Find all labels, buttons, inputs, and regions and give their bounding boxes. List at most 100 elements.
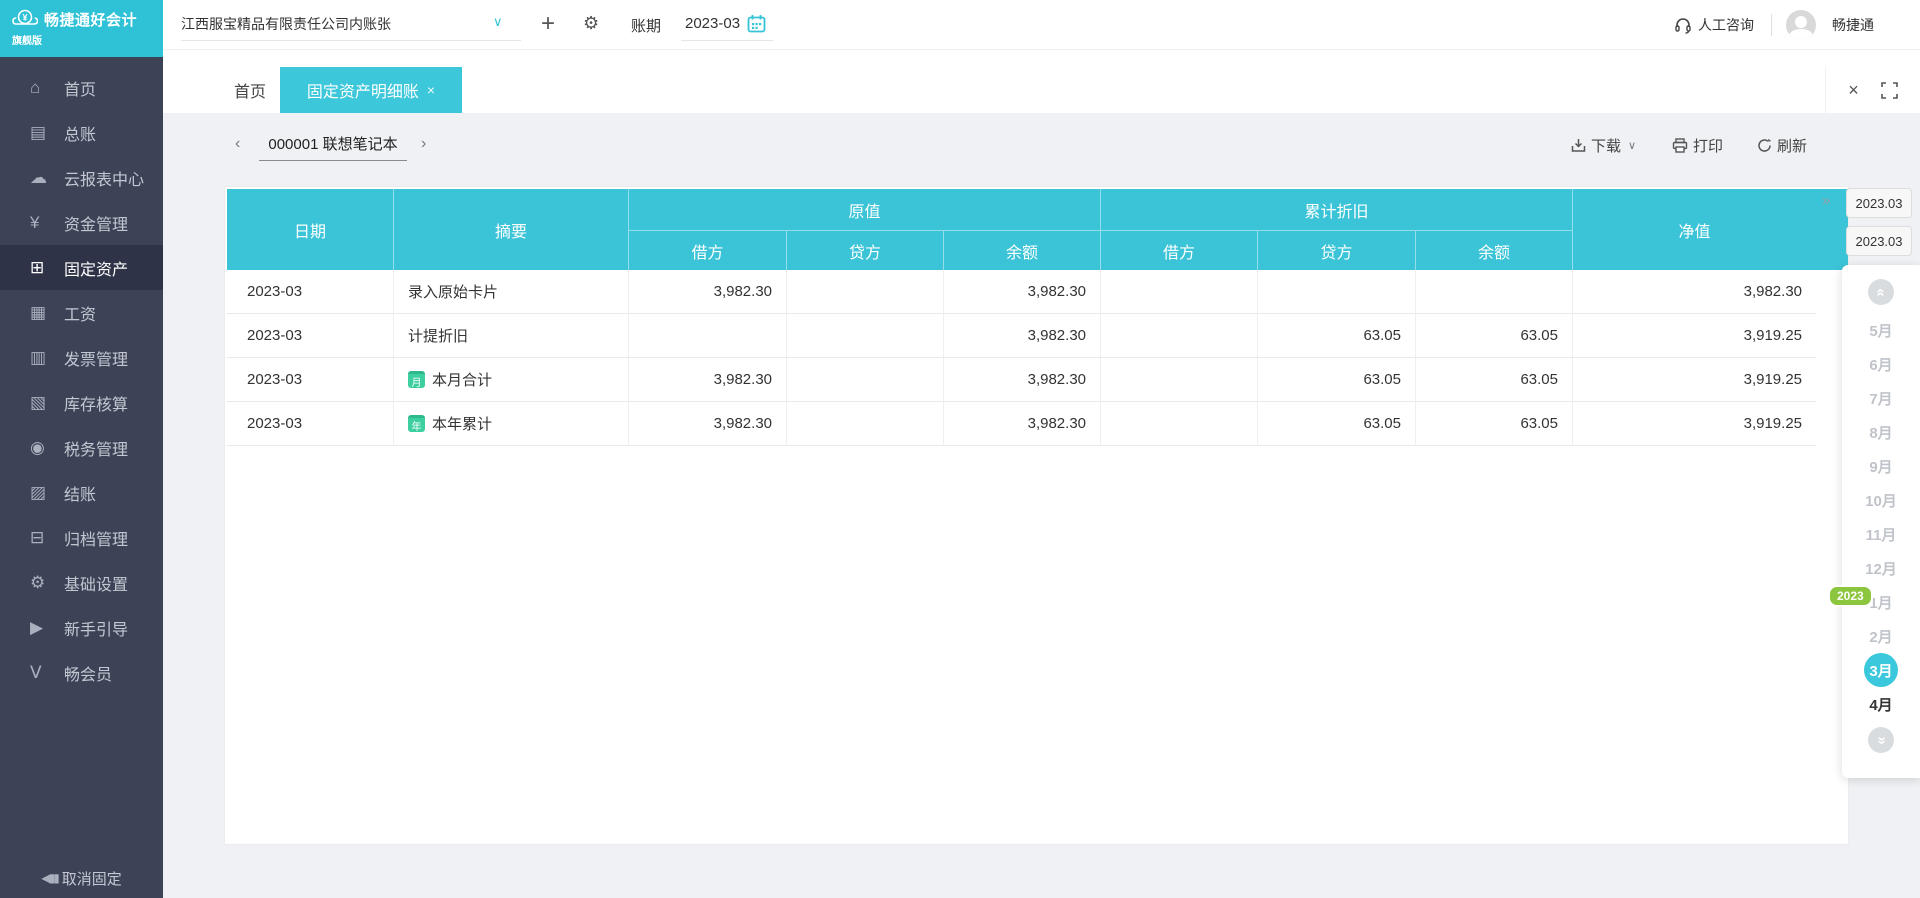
col-header-credit: 贷方 xyxy=(1257,230,1415,270)
close-icon[interactable]: × xyxy=(1848,79,1859,100)
sidebar-item-inventory[interactable]: ▧ 库存核算 xyxy=(0,380,163,425)
month-item-11[interactable]: 11月 xyxy=(1865,526,1897,544)
col-header-balance: 余额 xyxy=(943,230,1100,270)
month-item-6[interactable]: 6月 xyxy=(1869,356,1893,374)
month-item-5[interactable]: 5月 xyxy=(1869,322,1893,340)
cell-ov-credit xyxy=(786,402,943,446)
scroll-up-button[interactable]: « xyxy=(1868,279,1894,305)
tab-fixed-asset-ledger[interactable]: 固定资产明细账 × xyxy=(280,67,462,113)
sidebar-item-membership[interactable]: Ⅴ 畅会员 xyxy=(0,650,163,695)
sidebar-item-home[interactable]: ⌂ 首页 xyxy=(0,65,163,110)
sidebar-item-label: 新手引导 xyxy=(64,621,129,639)
prev-asset-button[interactable]: ‹ xyxy=(235,135,241,152)
svg-text:¥: ¥ xyxy=(22,13,27,23)
gear-icon[interactable]: ⚙ xyxy=(583,13,600,33)
sidebar-item-label: 库存核算 xyxy=(64,396,129,414)
next-asset-button[interactable]: › xyxy=(421,135,427,152)
home-icon: ⌂ xyxy=(30,77,41,97)
tab-strip: 首页 固定资产明细账 × × xyxy=(163,50,1920,113)
sidebar-item-closing[interactable]: ▨ 结账 xyxy=(0,470,163,515)
month-item-2[interactable]: 2月 xyxy=(1869,628,1893,646)
sidebar-item-funds[interactable]: ¥ 资金管理 xyxy=(0,200,163,245)
period-from-box[interactable]: 2023.03 xyxy=(1846,188,1912,218)
year-badge: 2023 xyxy=(1828,585,1873,607)
cell-net: 3,982.30 xyxy=(1572,270,1816,314)
expand-panel-icon[interactable]: » xyxy=(1822,192,1831,209)
tab-label: 固定资产明细账 xyxy=(306,84,419,101)
sidebar-item-tax[interactable]: ◉ 税务管理 xyxy=(0,425,163,470)
scroll-down-button[interactable]: « xyxy=(1868,727,1894,753)
sidebar-item-label: 资金管理 xyxy=(64,216,129,234)
sidebar-item-settings[interactable]: ⚙ 基础设置 xyxy=(0,560,163,605)
sidebar-item-fixed-assets[interactable]: ⊞ 固定资产 xyxy=(0,245,163,290)
print-button[interactable]: 打印 xyxy=(1672,135,1723,156)
close-tab-icon[interactable]: × xyxy=(426,82,436,98)
col-header-summary: 摘要 xyxy=(393,189,628,270)
col-group-accumulated-depreciation: 累计折旧 xyxy=(1100,189,1572,230)
cell-dep-credit: 63.05 xyxy=(1257,314,1415,358)
month-item-8[interactable]: 8月 xyxy=(1869,424,1893,442)
asset-selector[interactable]: 000001 联想笔记本 xyxy=(259,133,407,161)
sidebar-item-invoices[interactable]: ▥ 发票管理 xyxy=(0,335,163,380)
sidebar-item-label: 税务管理 xyxy=(64,441,129,459)
sidebar-item-archive[interactable]: ⊟ 归档管理 xyxy=(0,515,163,560)
support-label: 人工咨询 xyxy=(1698,17,1754,33)
invoice-icon: ▥ xyxy=(30,347,47,367)
cell-ov-balance: 3,982.30 xyxy=(943,358,1100,402)
cell-ov-debit: 3,982.30 xyxy=(628,358,786,402)
tab-strip-actions: × xyxy=(1825,67,1920,113)
sidebar-item-label: 归档管理 xyxy=(64,531,129,549)
cell-ov-balance: 3,982.30 xyxy=(943,270,1100,314)
cell-ov-credit xyxy=(786,314,943,358)
refresh-button[interactable]: 刷新 xyxy=(1757,135,1807,156)
company-selector[interactable]: 江西服宝精品有限责任公司内账张 xyxy=(181,16,391,32)
cell-ov-credit xyxy=(786,270,943,314)
sidebar-item-beginner-guide[interactable]: ▶ 新手引导 xyxy=(0,605,163,650)
period-value[interactable]: 2023-03 xyxy=(685,15,741,32)
col-header-credit: 贷方 xyxy=(786,230,943,270)
download-icon xyxy=(1571,138,1586,153)
sidebar-item-general-ledger[interactable]: ▤ 总账 xyxy=(0,110,163,155)
cell-dep-debit xyxy=(1100,402,1257,446)
closing-icon: ▨ xyxy=(30,482,47,502)
unpin-sidebar-button[interactable]: ◀▮▮ 取消固定 xyxy=(0,858,163,898)
chevron-down-icon[interactable]: ∨ xyxy=(493,14,503,29)
sidebar-item-cloud-reports[interactable]: ☁ 云报表中心 xyxy=(0,155,163,200)
month-item-10[interactable]: 10月 xyxy=(1865,492,1897,510)
brand-name: 畅捷通好会计 xyxy=(44,11,138,29)
month-item-9[interactable]: 9月 xyxy=(1869,458,1893,476)
cell-date: 2023-03 xyxy=(227,314,393,358)
building-icon: ⊞ xyxy=(30,257,45,277)
support-button[interactable]: 人工咨询 xyxy=(1674,15,1754,35)
col-header-debit: 借方 xyxy=(628,230,786,270)
add-account-button[interactable]: + xyxy=(541,10,556,37)
sidebar-item-payroll[interactable]: ▦ 工资 xyxy=(0,290,163,335)
refresh-icon xyxy=(1757,138,1772,153)
sidebar-item-label: 结账 xyxy=(64,486,97,504)
table-row: 2023-03 年本年累计 3,982.30 3,982.30 63.05 63… xyxy=(227,402,1848,446)
cell-ov-debit: 3,982.30 xyxy=(628,402,786,446)
tab-home[interactable]: 首页 xyxy=(233,84,266,101)
month-item-4[interactable]: 4月 xyxy=(1869,696,1893,714)
username[interactable]: 畅捷通 xyxy=(1832,17,1874,33)
month-picker-panel: « 5月 6月 7月 8月 9月 10月 11月 12月 1月 2月 3月 4月… xyxy=(1828,265,1920,778)
sidebar-item-label: 发票管理 xyxy=(64,351,129,369)
cell-dep-credit: 63.05 xyxy=(1257,402,1415,446)
print-label: 打印 xyxy=(1693,138,1724,155)
download-button[interactable]: 下载 ∨ xyxy=(1571,135,1636,156)
cell-date: 2023-03 xyxy=(227,402,393,446)
table-row: 2023-03 计提折旧 3,982.30 63.05 63.05 3,919.… xyxy=(227,314,1848,358)
calendar-icon[interactable] xyxy=(747,14,766,33)
month-item-7[interactable]: 7月 xyxy=(1869,390,1893,408)
period-to-box[interactable]: 2023.03 xyxy=(1846,226,1912,256)
company-underline xyxy=(181,40,521,41)
sidebar-nav: ⌂ 首页 ▤ 总账 ☁ 云报表中心 ¥ 资金管理 ⊞ 固定资产 ▦ 工资 ▥ 发票管理 ▧ 库存… xyxy=(0,57,163,858)
fullscreen-icon[interactable] xyxy=(1880,81,1898,99)
avatar[interactable] xyxy=(1786,10,1816,40)
ledger-icon: ▤ xyxy=(30,122,47,142)
month-item-12[interactable]: 12月 xyxy=(1865,560,1897,578)
cell-ov-balance: 3,982.30 xyxy=(943,402,1100,446)
cell-summary: 计提折旧 xyxy=(393,314,628,358)
month-item-3-selected[interactable]: 3月 xyxy=(1842,653,1920,687)
month-item-1[interactable]: 1月 xyxy=(1869,594,1893,612)
